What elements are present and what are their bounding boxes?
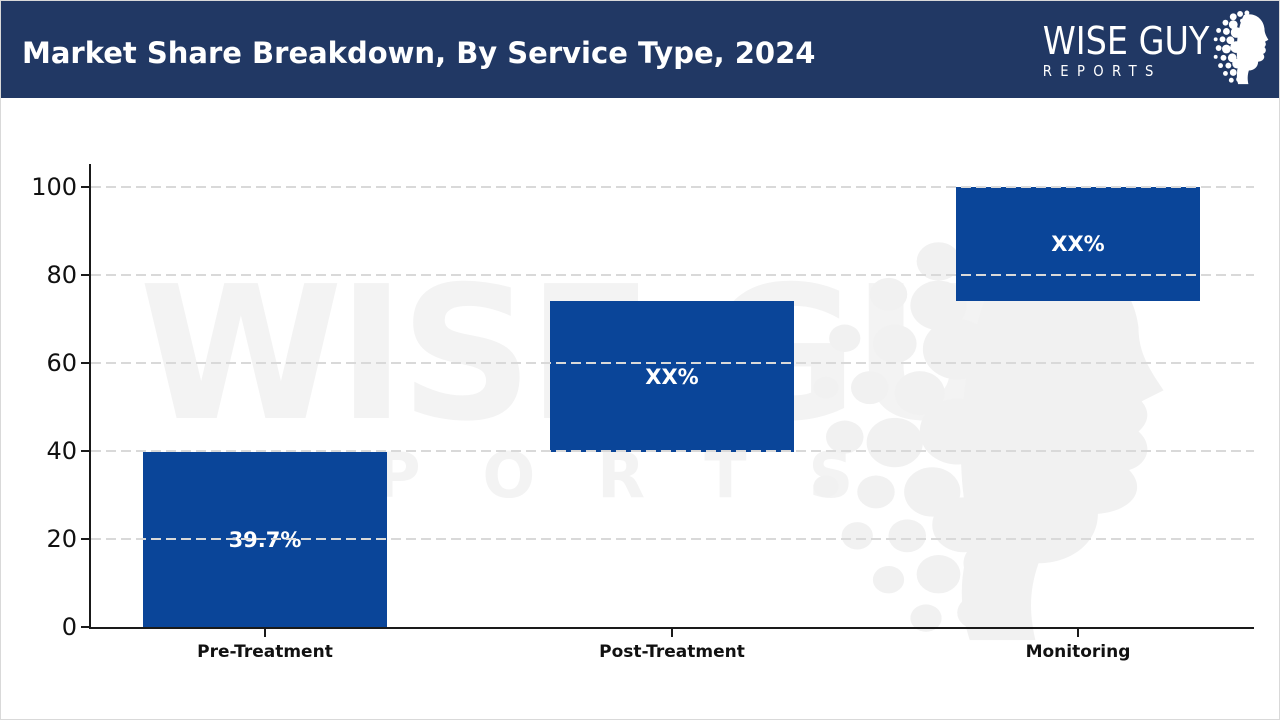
- bar-value-label: XX%: [1051, 231, 1105, 256]
- y-tick-20: [81, 538, 89, 540]
- gridline-80: [91, 274, 1254, 276]
- header-bar: Market Share Breakdown, By Service Type,…: [1, 1, 1279, 98]
- x-tick-label-2: Monitoring: [1025, 642, 1131, 662]
- gridline-100: [91, 186, 1254, 188]
- watermark-head-icon: [813, 225, 1164, 641]
- y-tick-label-0: 0: [61, 613, 77, 641]
- logo-wordmark: WISE GUY: [1042, 18, 1209, 63]
- gridline-40: [91, 450, 1254, 452]
- logo-subtitle: REPORTS: [1042, 61, 1162, 80]
- bar-value-label: XX%: [645, 364, 699, 389]
- gridline-60: [91, 362, 1254, 364]
- x-tick-label-1: Post-Treatment: [599, 642, 745, 662]
- bar-monitoring: XX%: [956, 187, 1200, 301]
- x-tick-label-0: Pre-Treatment: [197, 642, 333, 662]
- y-tick-40: [81, 450, 89, 452]
- x-axis-line: [89, 627, 1254, 629]
- y-axis-line: [89, 164, 91, 629]
- y-tick-60: [81, 362, 89, 364]
- bar-post-treatment: XX%: [550, 300, 794, 453]
- x-tick-2: [1077, 629, 1079, 637]
- y-tick-label-40: 40: [46, 437, 77, 465]
- y-tick-label-80: 80: [46, 261, 77, 289]
- y-tick-label-60: 60: [46, 349, 77, 377]
- chart-title: Market Share Breakdown, By Service Type,…: [22, 36, 816, 70]
- x-tick-0: [264, 629, 266, 637]
- y-tick-80: [81, 274, 89, 276]
- x-tick-1: [671, 629, 673, 637]
- wiseguy-logo-text: WISE GUY REPORTS: [1042, 21, 1209, 80]
- y-tick-label-20: 20: [46, 525, 77, 553]
- y-tick-100: [81, 186, 89, 188]
- wiseguy-head-icon: [1213, 10, 1269, 85]
- y-tick-label-100: 100: [31, 173, 77, 201]
- y-tick-0: [81, 626, 89, 628]
- gridline-20: [91, 538, 1254, 540]
- wiseguy-logo: WISE GUY REPORTS: [1020, 7, 1275, 93]
